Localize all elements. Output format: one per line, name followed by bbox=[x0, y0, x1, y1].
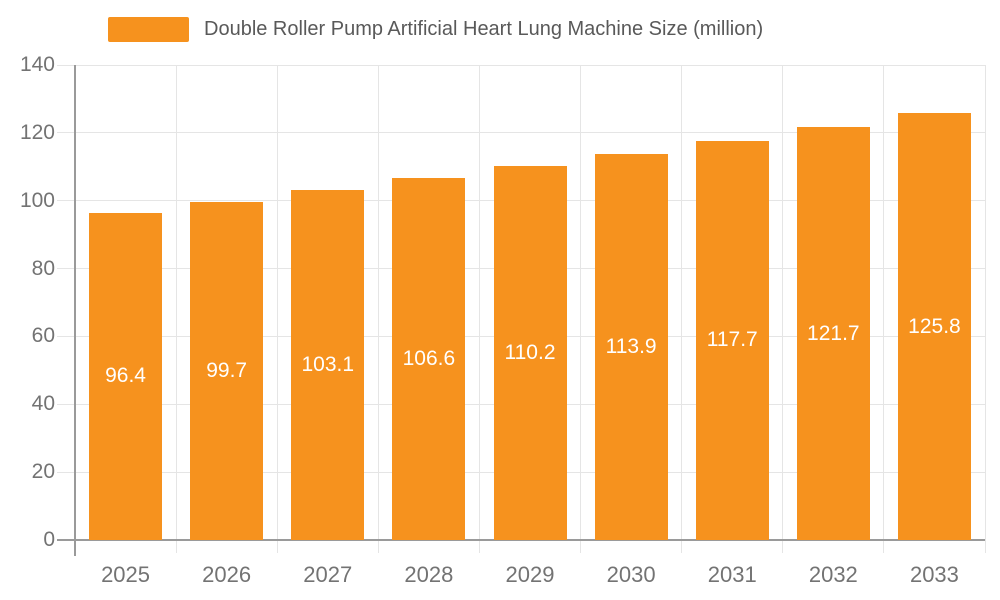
gridline-vertical bbox=[175, 65, 177, 540]
gridline-vertical bbox=[276, 65, 278, 540]
bar-2033[interactable] bbox=[897, 113, 971, 540]
bar-2026[interactable] bbox=[190, 201, 264, 540]
legend-label: Double Roller Pump Artificial Heart Lung… bbox=[204, 18, 764, 40]
gridline-vertical bbox=[478, 65, 480, 540]
x-axis-line bbox=[57, 539, 985, 541]
y-axis-label: 120 bbox=[19, 120, 55, 144]
x-axis-tick bbox=[782, 540, 784, 553]
x-axis-tick bbox=[681, 540, 683, 553]
gridline-vertical bbox=[782, 65, 784, 540]
gridline-vertical bbox=[984, 65, 986, 540]
gridline-vertical bbox=[883, 65, 885, 540]
x-axis-label: 2031 bbox=[707, 562, 757, 587]
gridline-vertical bbox=[681, 65, 683, 540]
x-axis-label: 2027 bbox=[303, 562, 353, 587]
x-axis-tick bbox=[883, 540, 885, 553]
x-axis-label: 2029 bbox=[505, 562, 555, 587]
bar-value-label: 125.8 bbox=[908, 314, 961, 338]
x-axis-label: 2028 bbox=[404, 562, 454, 587]
bar-2030[interactable] bbox=[594, 153, 668, 540]
y-axis-tick bbox=[57, 471, 75, 473]
bar-value-label: 106.6 bbox=[402, 347, 456, 371]
y-axis-tick bbox=[57, 200, 75, 202]
y-axis-label: 60 bbox=[31, 324, 55, 348]
y-axis-label: 140 bbox=[19, 53, 55, 76]
y-axis-label: 20 bbox=[31, 460, 55, 484]
bar-value-label: 99.7 bbox=[206, 358, 248, 382]
bar-2031[interactable] bbox=[695, 140, 769, 540]
x-axis-label: 2025 bbox=[101, 562, 151, 587]
bar-value-label: 117.7 bbox=[706, 328, 758, 352]
bar-2025[interactable] bbox=[89, 212, 163, 540]
bar-value-label: 103.1 bbox=[301, 353, 355, 377]
y-axis-tick bbox=[57, 132, 75, 134]
gridline-horizontal bbox=[75, 132, 985, 134]
bar-2032[interactable] bbox=[796, 127, 870, 540]
y-axis-label: 80 bbox=[31, 256, 55, 280]
bar-value-label: 121.7 bbox=[807, 321, 860, 345]
bar-2029[interactable] bbox=[493, 166, 567, 540]
x-axis-tick bbox=[377, 540, 379, 553]
chart-legend[interactable]: Double Roller Pump Artificial Heart Lung… bbox=[108, 17, 763, 42]
y-axis-tick bbox=[57, 335, 75, 337]
x-axis-tick bbox=[276, 540, 278, 553]
bar-2027[interactable] bbox=[291, 190, 365, 540]
legend-swatch-icon bbox=[108, 17, 189, 42]
x-axis-label: 2033 bbox=[909, 562, 959, 587]
x-axis-tick bbox=[580, 540, 582, 553]
y-axis-label: 100 bbox=[19, 188, 55, 212]
bar-2028[interactable] bbox=[392, 178, 466, 540]
y-axis-line bbox=[74, 65, 76, 556]
x-axis-tick bbox=[175, 540, 177, 553]
y-axis-tick bbox=[57, 64, 75, 66]
gridline-vertical bbox=[580, 65, 582, 540]
bar-value-label: 96.4 bbox=[105, 364, 146, 388]
y-axis-label: 40 bbox=[31, 392, 55, 416]
bar-value-label: 113.9 bbox=[605, 334, 657, 358]
x-axis-label: 2032 bbox=[808, 562, 858, 587]
gridline-vertical bbox=[377, 65, 379, 540]
x-axis-label: 2030 bbox=[606, 562, 656, 587]
y-axis-tick bbox=[57, 403, 75, 405]
bar-value-label: 110.2 bbox=[504, 341, 556, 365]
x-axis-tick bbox=[478, 540, 480, 553]
y-axis-tick bbox=[57, 268, 75, 270]
y-axis-label: 0 bbox=[43, 528, 55, 551]
x-axis-label: 2026 bbox=[202, 562, 252, 587]
x-axis-tick bbox=[984, 540, 986, 553]
gridline-horizontal bbox=[75, 64, 985, 66]
